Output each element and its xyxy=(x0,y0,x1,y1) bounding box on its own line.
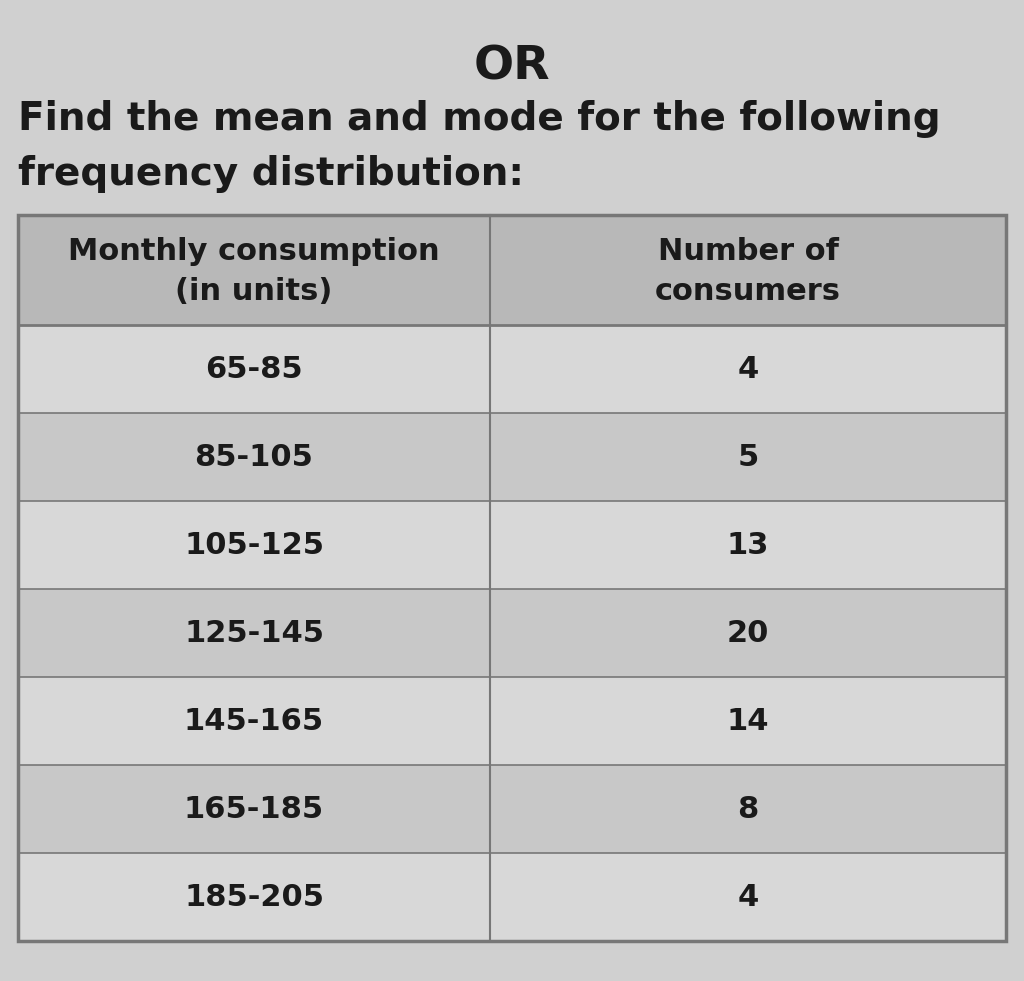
Bar xyxy=(18,589,1006,677)
Bar xyxy=(18,853,1006,941)
Text: (in units): (in units) xyxy=(175,278,333,306)
Text: 165-185: 165-185 xyxy=(184,795,324,823)
Bar xyxy=(18,765,1006,853)
Text: 13: 13 xyxy=(727,531,769,559)
Text: frequency distribution:: frequency distribution: xyxy=(18,155,524,193)
Text: 4: 4 xyxy=(737,354,759,384)
Text: Find the mean and mode for the following: Find the mean and mode for the following xyxy=(18,100,941,138)
Text: 65-85: 65-85 xyxy=(205,354,303,384)
Bar xyxy=(18,501,1006,589)
Text: 5: 5 xyxy=(737,442,759,472)
Bar xyxy=(18,215,1006,941)
Text: 145-165: 145-165 xyxy=(184,706,324,736)
Text: 105-125: 105-125 xyxy=(184,531,324,559)
Text: 8: 8 xyxy=(737,795,759,823)
Text: Monthly consumption: Monthly consumption xyxy=(69,237,440,267)
Text: Number of: Number of xyxy=(657,237,839,267)
Text: OR: OR xyxy=(474,45,550,90)
Bar xyxy=(18,215,1006,325)
Text: 125-145: 125-145 xyxy=(184,618,324,647)
Bar xyxy=(18,325,1006,413)
Text: consumers: consumers xyxy=(655,278,841,306)
Text: 4: 4 xyxy=(737,883,759,911)
Bar xyxy=(18,413,1006,501)
Bar xyxy=(18,677,1006,765)
Text: 14: 14 xyxy=(727,706,769,736)
Text: 20: 20 xyxy=(727,618,769,647)
Text: 185-205: 185-205 xyxy=(184,883,324,911)
Text: 85-105: 85-105 xyxy=(195,442,313,472)
